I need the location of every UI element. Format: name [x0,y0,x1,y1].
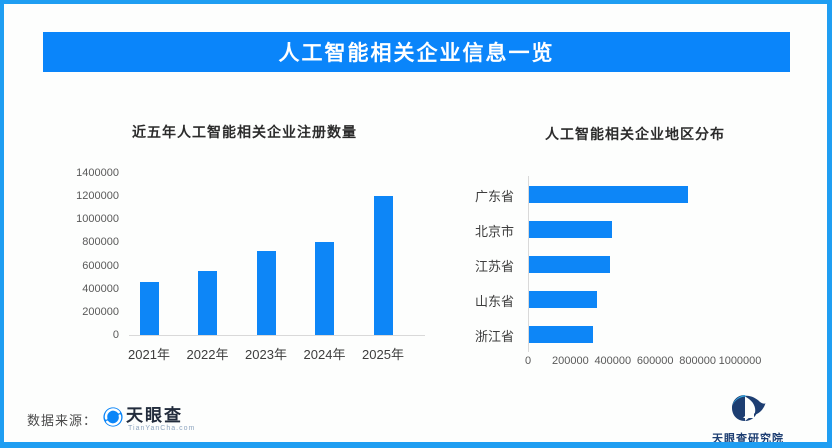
tianyancha-wordmark-wrap: 天眼查 TianYanCha.com [126,407,195,432]
data-source: 数据来源： 天眼查 TianYanCha.com [27,404,195,434]
y-tick-label: 1200000 [76,190,119,203]
bar-2025年 [373,196,393,335]
bar-2022年 [198,271,217,335]
region-label: 北京市 [474,224,514,239]
y-tick-label: 400000 [82,282,119,295]
x-category-label: 2022年 [186,347,229,362]
tianyancha-eye-icon [103,406,123,432]
bar-山东省 [529,290,597,308]
bar-2023年 [256,250,276,335]
page-title: 人工智能相关企业信息一览 [43,32,790,72]
x-category-label: 2023年 [245,347,287,362]
region-label: 江苏省 [474,259,514,274]
y-axis-line [528,176,529,352]
x-tick-label: 200000 [552,355,589,367]
institute-swoosh-icon [730,394,766,429]
bar-2024年 [315,242,334,335]
x-category-label: 2021年 [128,347,170,362]
x-tick-label: 600000 [636,355,674,367]
x-tick-label: 0 [524,355,532,367]
registrations-chart-title: 近五年人工智能相关企业注册数量 [132,124,357,140]
y-tick-label: 200000 [82,305,119,318]
registrations-chart-panel: 近五年人工智能相关企业注册数量 0 200000 400000 600000 80000… [69,114,449,374]
data-source-label: 数据来源： [27,412,98,428]
y-tick-label: 1400000 [76,167,119,179]
region-label: 山东省 [474,294,514,309]
tianyancha-wordmark: 天眼查 [126,405,184,425]
region-label: 浙江省 [474,329,514,344]
x-tick-label: 400000 [594,355,632,367]
bar-江苏省 [529,255,610,273]
bar-北京市 [529,220,612,238]
bar-广东省 [529,185,688,203]
y-tick-label: 800000 [82,236,119,249]
tianyancha-institute-logo: 天眼查研究院 [703,394,793,445]
x-category-label: 2024年 [303,347,346,362]
regions-chart-title: 人工智能相关企业地区分布 [545,126,725,142]
bar-2021年 [139,281,159,335]
regions-chart-panel: 人工智能相关企业地区分布 广东省北京市江苏省山东省浙江省 0 200000 40000… [434,114,827,384]
y-tick-label: 0 [112,329,119,341]
tianyancha-url-text: TianYanCha.com [128,424,196,432]
bar-浙江省 [529,325,593,343]
y-tick-label: 1000000 [76,213,119,226]
institute-label: 天眼查研究院 [712,433,784,445]
y-tick-label: 600000 [82,259,119,272]
x-axis-line [129,335,425,336]
x-tick-label: 1000000 [718,355,762,367]
region-label: 广东省 [474,189,514,204]
tianyancha-logo: 天眼查 TianYanCha.com [103,407,195,432]
x-tick-label: 800000 [679,355,716,367]
x-category-label: 2025年 [362,347,404,362]
